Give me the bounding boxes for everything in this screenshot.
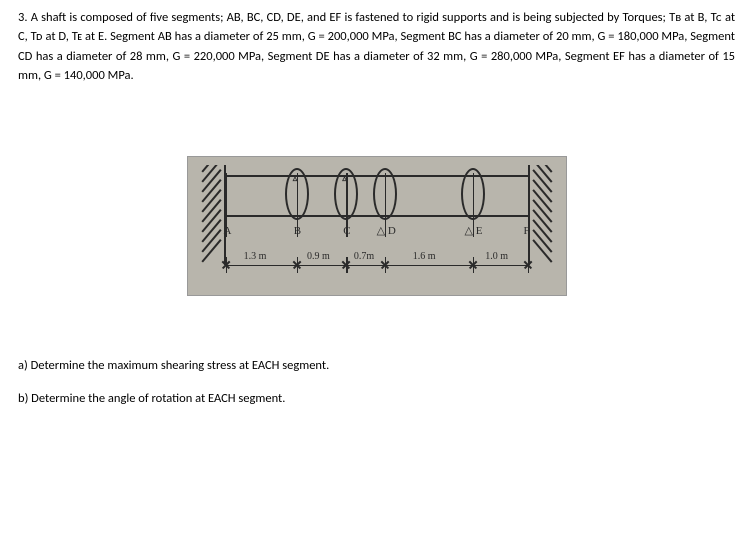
torque-arrow-B: ▵ bbox=[293, 172, 298, 186]
questions-block: a) Determine the maximum shearing stress… bbox=[18, 356, 735, 409]
label-F: F bbox=[524, 223, 530, 240]
shaft-diagram: ▵ ▵ A B C △ D △ E F 1.3 m 0.9 m 0.7m 1.6… bbox=[187, 156, 567, 296]
label-E: △ E bbox=[465, 223, 483, 240]
question-a: a) Determine the maximum shearing stress… bbox=[18, 356, 735, 375]
question-b: b) Determine the angle of rotation at EA… bbox=[18, 389, 735, 408]
label-B: B bbox=[294, 223, 301, 240]
dim-CD: 0.7m bbox=[354, 249, 374, 265]
dim-DE: 1.6 m bbox=[413, 249, 436, 265]
dim-cross-F bbox=[524, 261, 532, 269]
fixed-support-right bbox=[528, 165, 554, 265]
shaft-body-area: ▵ ▵ A B C △ D △ E F bbox=[226, 175, 528, 235]
dimension-line-area: 1.3 m 0.9 m 0.7m 1.6 m 1.0 m bbox=[226, 253, 528, 281]
dim-AB: 1.3 m bbox=[244, 249, 267, 265]
dim-cross-B bbox=[293, 261, 301, 269]
torque-arrow-C: ▵ bbox=[342, 172, 347, 186]
dim-cross-A bbox=[222, 261, 230, 269]
dim-baseline bbox=[226, 265, 528, 267]
dim-EF: 1.0 m bbox=[485, 249, 508, 265]
fixed-support-left bbox=[200, 165, 226, 265]
problem-number: 3. bbox=[18, 10, 28, 25]
problem-body: A shaft is composed of five segments; AB… bbox=[18, 10, 735, 83]
dim-cross-E bbox=[469, 261, 477, 269]
dim-cross-C bbox=[342, 261, 350, 269]
label-C: C bbox=[343, 223, 350, 240]
torque-D bbox=[373, 168, 397, 220]
dim-BC: 0.9 m bbox=[307, 249, 330, 265]
label-D: △ D bbox=[377, 223, 396, 240]
dim-cross-D bbox=[381, 261, 389, 269]
torque-E bbox=[461, 168, 485, 220]
label-A: A bbox=[224, 223, 232, 240]
problem-statement: 3. A shaft is composed of five segments;… bbox=[18, 8, 735, 86]
